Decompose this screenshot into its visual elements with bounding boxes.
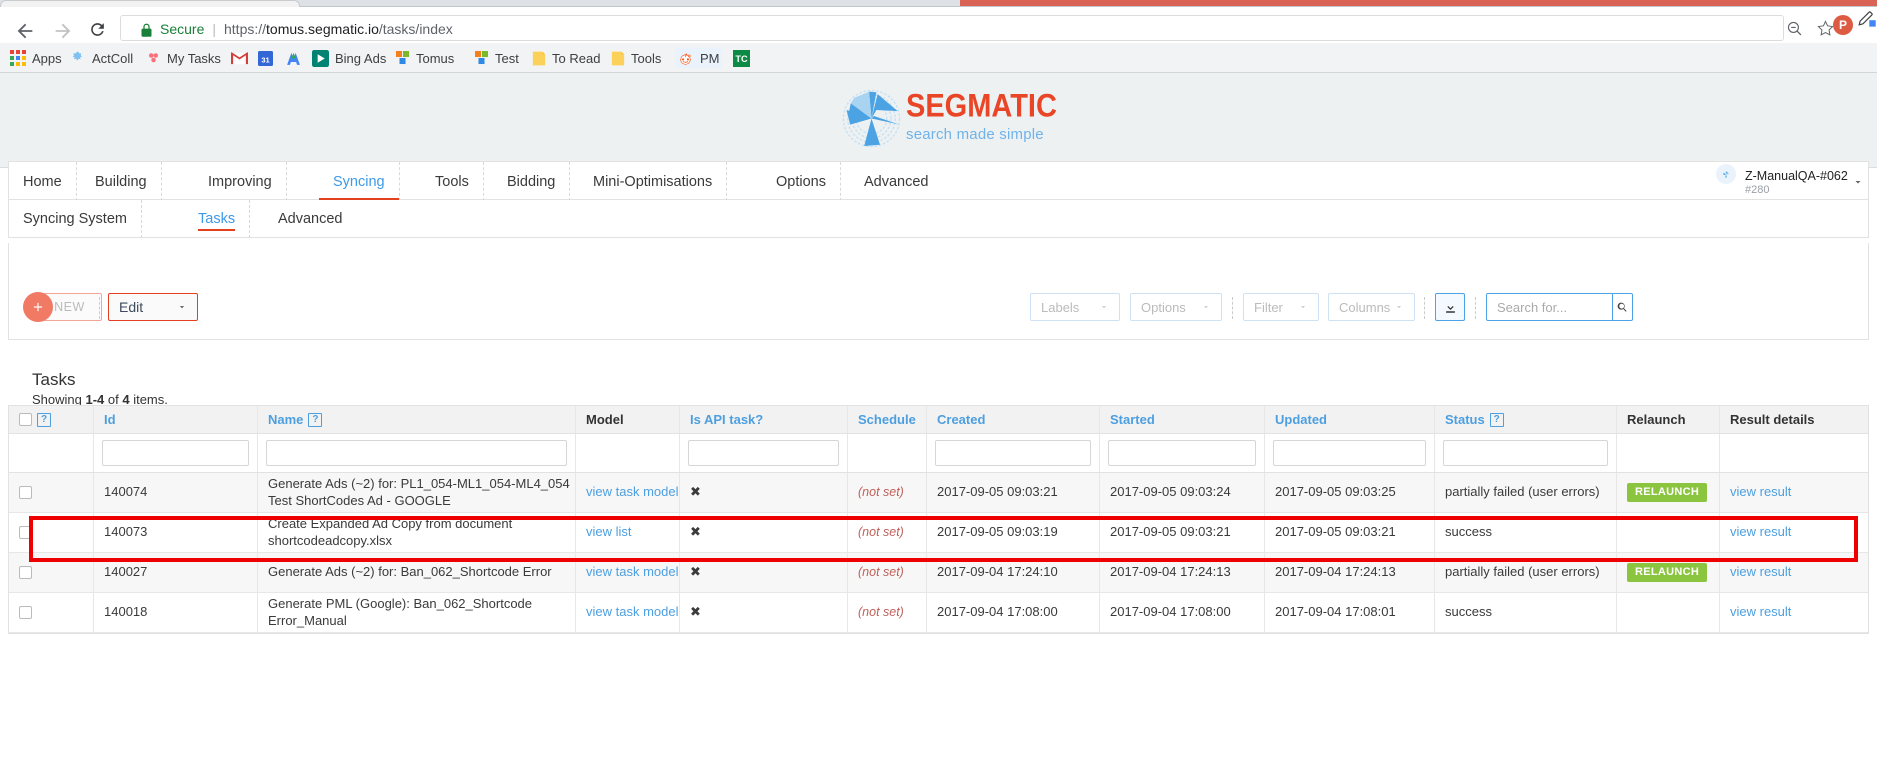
svg-text:31: 31 bbox=[261, 55, 269, 64]
svg-text:TC: TC bbox=[735, 54, 748, 64]
